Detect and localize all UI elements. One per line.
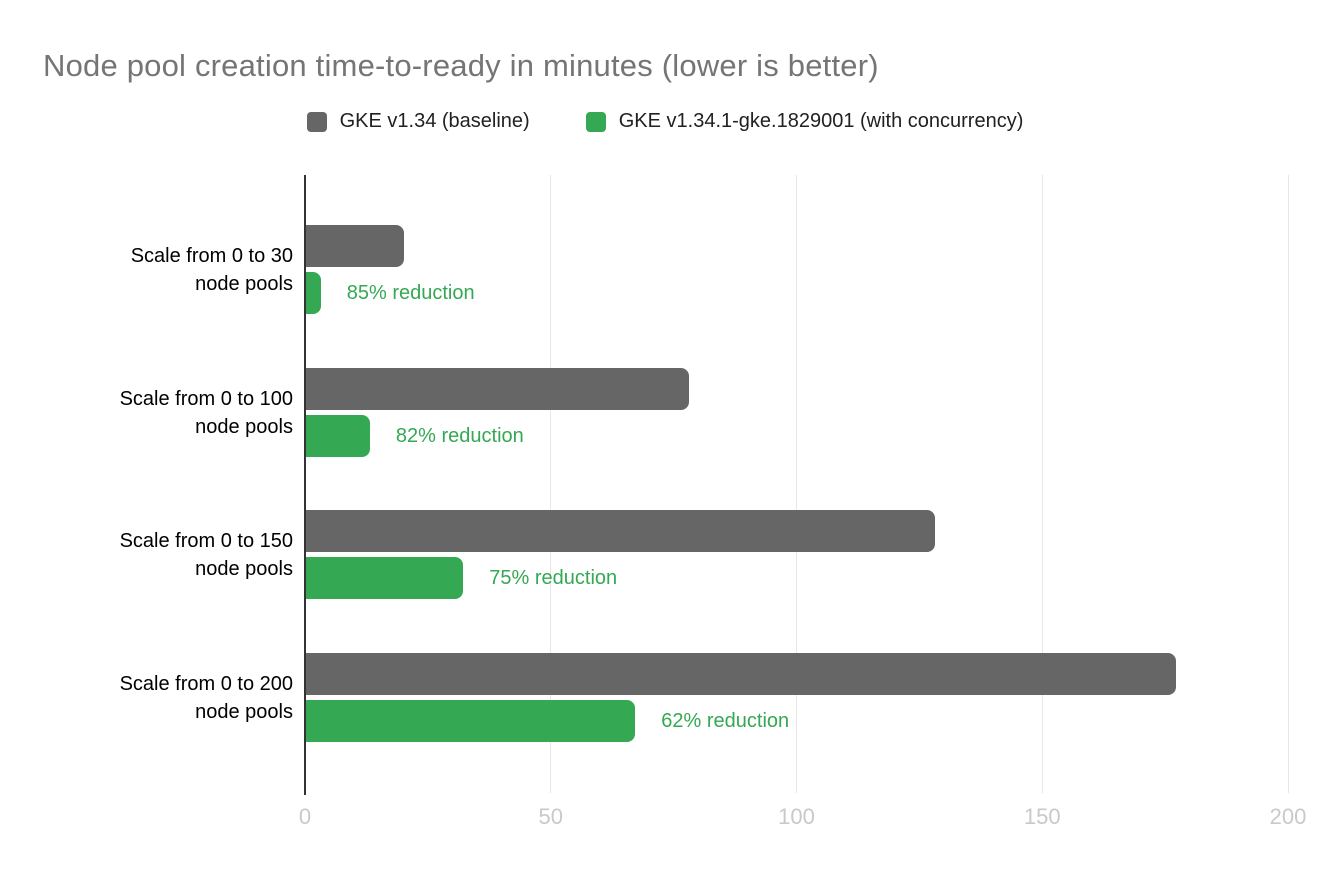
category-label-line1: Scale from 0 to 30 xyxy=(130,245,293,267)
category-label-line2: node pools xyxy=(195,558,293,581)
gridline xyxy=(1041,175,1043,793)
bar-baseline xyxy=(306,510,936,553)
category-label-line2: node pools xyxy=(195,273,293,295)
bar-concurrency xyxy=(306,557,464,600)
legend-item-baseline: GKE v1.34 (baseline) xyxy=(306,110,530,133)
reduction-annotation: 62% reduction xyxy=(661,710,790,733)
category-label-line1: Scale from 0 to 150 xyxy=(119,530,293,553)
gridline xyxy=(1287,175,1289,793)
x-axis-tick-label: 50 xyxy=(538,804,563,829)
legend-swatch-icon xyxy=(306,111,327,132)
category-label: Scale from 0 to 150 node pools xyxy=(120,527,293,583)
y-axis-line xyxy=(304,175,306,795)
x-axis-tick-label: 100 xyxy=(778,804,815,829)
bar-concurrency xyxy=(306,272,321,314)
category-label-line1: Scale from 0 to 200 xyxy=(119,673,293,696)
bar-baseline xyxy=(306,653,1176,696)
legend-item-concurrency: GKE v1.34.1-gke.1829001 (with concurrenc… xyxy=(585,110,1024,133)
legend-label: GKE v1.34.1-gke.1829001 (with concurrenc… xyxy=(618,110,1024,132)
bar-concurrency xyxy=(306,414,370,457)
legend-swatch-icon xyxy=(585,111,606,132)
x-axis-tick-label: 150 xyxy=(1023,804,1061,829)
bar-concurrency xyxy=(306,700,636,743)
category-label: Scale from 0 to 200 node pools xyxy=(120,670,293,726)
category-label: Scale from 0 to 100 node pools xyxy=(120,385,293,441)
reduction-annotation: 82% reduction xyxy=(395,424,524,447)
x-axis-tick-label: 0 xyxy=(298,804,312,829)
category-label-line2: node pools xyxy=(195,701,293,724)
reduction-annotation: 75% reduction xyxy=(489,567,618,590)
bar-baseline xyxy=(306,225,405,267)
legend-label: GKE v1.34 (baseline) xyxy=(339,110,530,132)
gridline xyxy=(796,175,797,793)
bar-baseline xyxy=(306,367,690,410)
chart-legend: GKE v1.34 (baseline) GKE v1.34.1-gke.1829… xyxy=(0,110,1330,133)
category-label-line1: Scale from 0 to 100 xyxy=(119,387,293,410)
gridline xyxy=(550,175,552,793)
category-label-line2: node pools xyxy=(195,415,293,438)
category-label: Scale from 0 to 30 node pools xyxy=(131,242,293,298)
chart-title: Node pool creation time-to-ready in minu… xyxy=(43,48,879,83)
x-axis-tick-label: 200 xyxy=(1269,804,1307,829)
reduction-annotation: 85% reduction xyxy=(346,282,475,304)
